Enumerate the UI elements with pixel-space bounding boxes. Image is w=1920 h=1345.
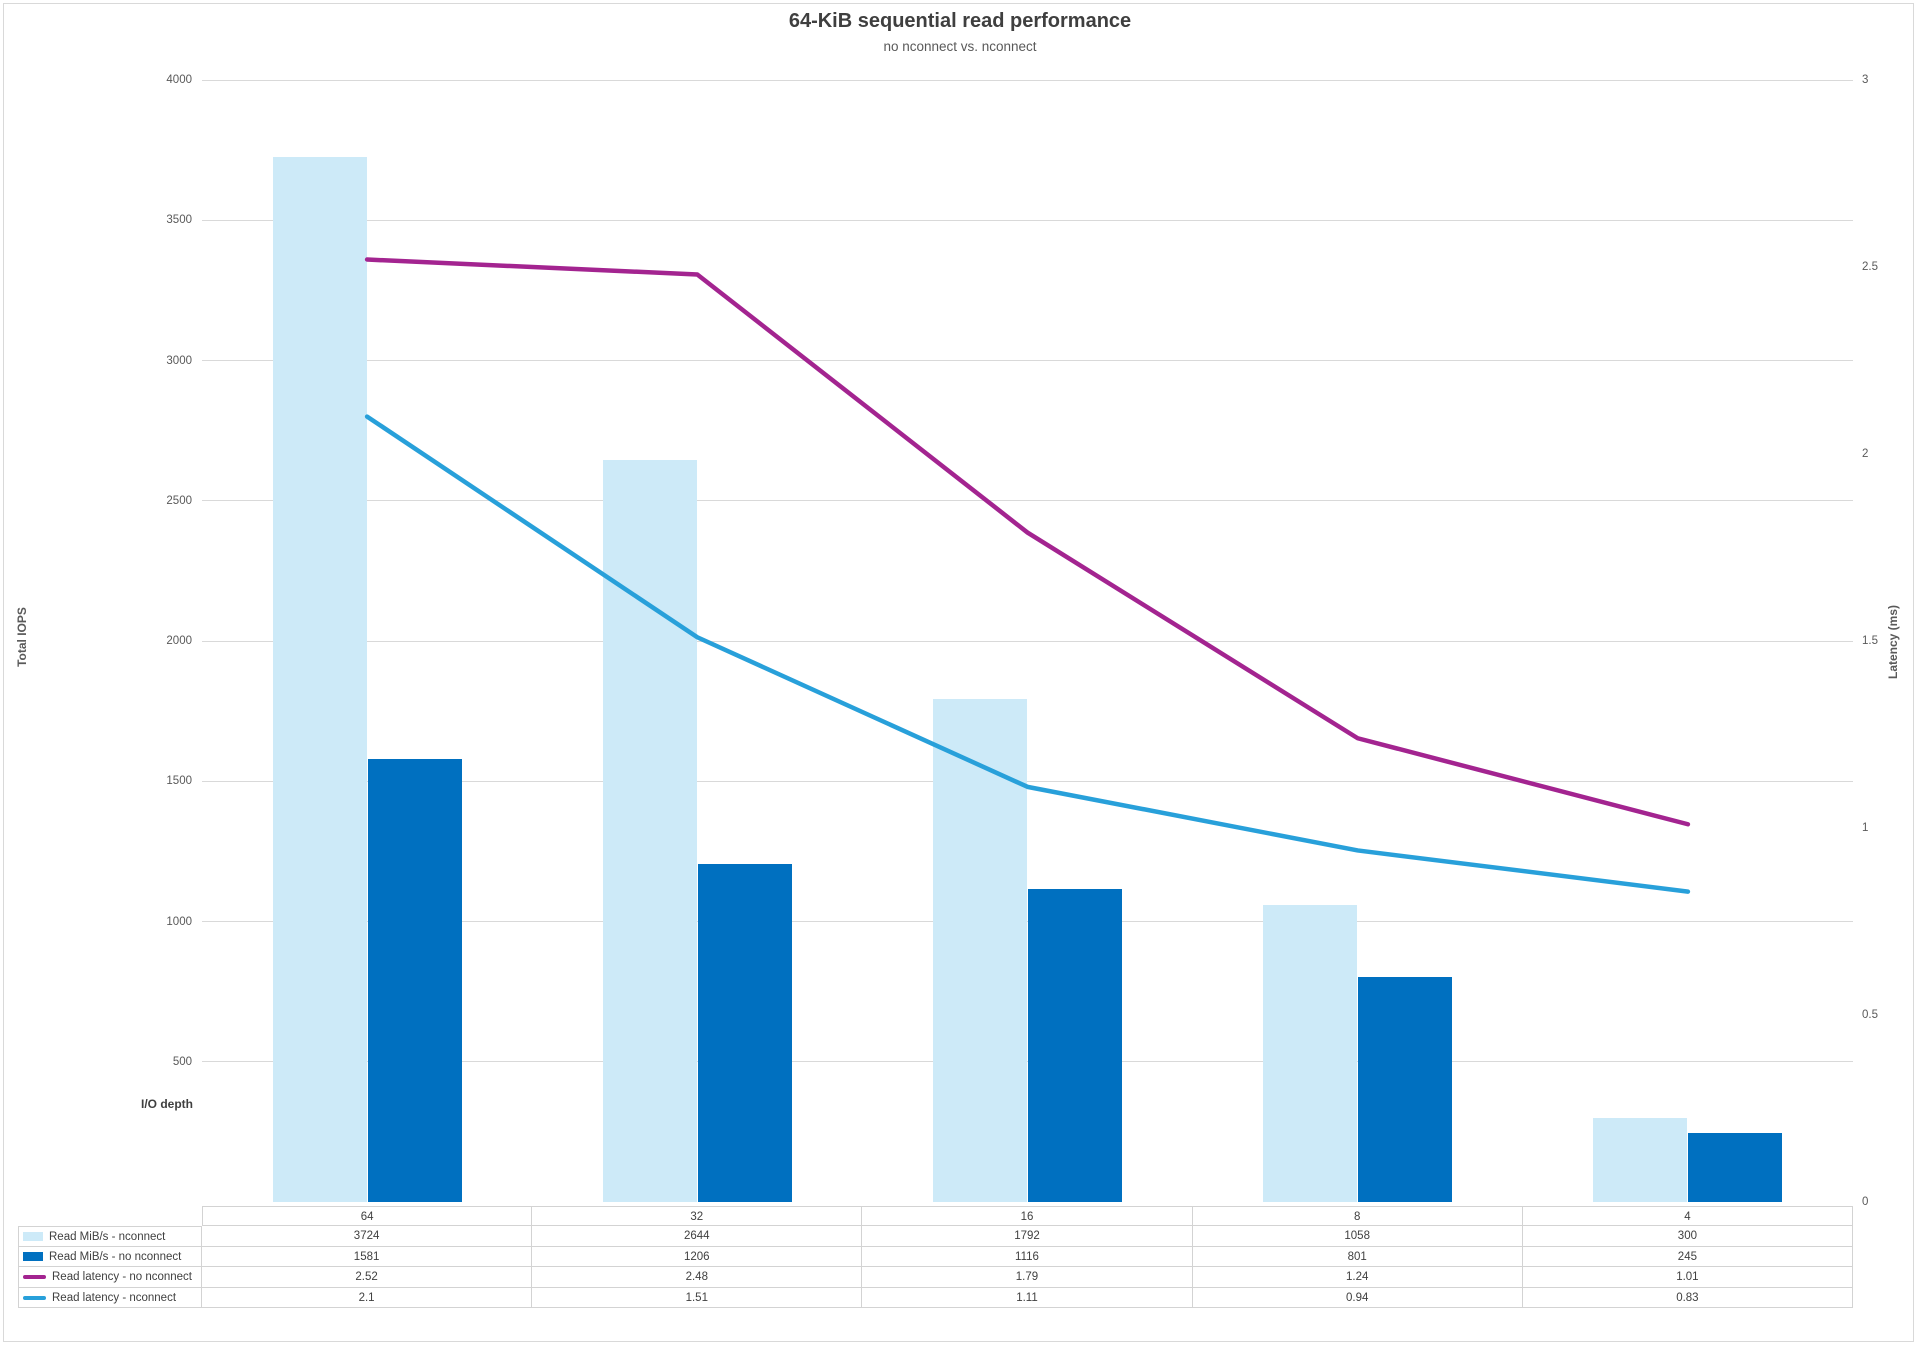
left-axis-tick-label: 2500 xyxy=(166,494,192,507)
table-value-cell: 3724 xyxy=(202,1226,533,1247)
table-value-cell: 2.1 xyxy=(202,1288,533,1308)
bar-read-mib-s-no-nconnect xyxy=(367,758,462,1202)
table-value-cell: 1792 xyxy=(862,1226,1193,1247)
bar-read-mib-s-nconnect xyxy=(1593,1117,1688,1202)
legend-line-swatch xyxy=(23,1295,46,1300)
chart-frame-border xyxy=(3,3,1914,1342)
chart-title: 64-KiB sequential read performance xyxy=(788,10,1132,32)
category-header-cell: 32 xyxy=(532,1206,863,1226)
right-axis-tick-label: 0 xyxy=(1862,1196,1869,1208)
category-header-cell: 16 xyxy=(862,1206,1193,1226)
left-axis-tick-label: 2000 xyxy=(166,635,192,647)
legend-label-cell: Read MiB/s - no nconnect xyxy=(18,1247,202,1267)
gridline xyxy=(202,1061,1853,1063)
left-axis-tick-label: 1500 xyxy=(166,775,192,788)
table-value-cell: 1581 xyxy=(202,1247,533,1267)
table-value-cell: 1206 xyxy=(532,1247,863,1267)
line-read-latency-no-nconnect xyxy=(364,257,1691,827)
series-name-label: Read MiB/s - nconnect xyxy=(49,1230,166,1243)
left-axis-tick-label: 500 xyxy=(172,1055,192,1068)
table-value-cell: 1058 xyxy=(1192,1226,1523,1247)
right-axis-tick-label: 1 xyxy=(1862,822,1869,834)
gridline xyxy=(202,780,1853,782)
table-value-cell: 1116 xyxy=(862,1247,1193,1267)
gridline xyxy=(202,360,1853,361)
gridline xyxy=(202,500,1853,502)
series-name-label: Read latency - no nconnect xyxy=(52,1271,193,1283)
category-header-cell: 8 xyxy=(1192,1206,1523,1226)
table-value-cell: 1.51 xyxy=(532,1288,863,1308)
legend-label-cell: Read latency - no nconnect xyxy=(18,1267,202,1288)
bar-read-mib-s-no-nconnect xyxy=(1688,1133,1783,1202)
x-axis-title: I/O depth xyxy=(141,1097,193,1111)
table-value-cell: 0.83 xyxy=(1522,1288,1853,1308)
bar-read-mib-s-nconnect xyxy=(1263,905,1358,1202)
table-value-cell: 0.94 xyxy=(1192,1288,1523,1308)
legend-line-swatch xyxy=(23,1275,46,1279)
legend-label-cell: Read latency - nconnect xyxy=(18,1288,202,1308)
table-value-cell: 2644 xyxy=(532,1226,863,1247)
legend-bar-swatch xyxy=(23,1252,43,1261)
category-header-cell: 64 xyxy=(202,1206,533,1226)
right-axis-tick-label: 0.5 xyxy=(1862,1009,1878,1021)
right-axis-tick-label: 3 xyxy=(1862,74,1869,86)
left-axis-tick-label: 3500 xyxy=(166,214,192,227)
table-value-cell: 1.24 xyxy=(1192,1267,1523,1288)
left-axis-tick-label: 1000 xyxy=(166,915,192,928)
line-read-latency-nconnect xyxy=(364,414,1691,894)
left-axis-tick-label: 4000 xyxy=(166,74,192,86)
bar-read-mib-s-no-nconnect xyxy=(1358,977,1453,1202)
series-name-label: Read latency - nconnect xyxy=(52,1291,177,1304)
gridline xyxy=(202,219,1853,221)
chart-subtitle: no nconnect vs. nconnect xyxy=(883,39,1037,54)
bar-read-mib-s-no-nconnect xyxy=(1028,888,1122,1202)
series-name-label: Read MiB/s - no nconnect xyxy=(49,1250,182,1263)
table-value-cell: 1.79 xyxy=(862,1267,1193,1288)
gridline xyxy=(202,921,1853,922)
bar-read-mib-s-nconnect xyxy=(933,699,1027,1202)
right-axis-tick-label: 2 xyxy=(1862,448,1869,460)
category-header-cell: 4 xyxy=(1522,1206,1853,1226)
gridline xyxy=(202,79,1853,81)
bar-read-mib-s-nconnect xyxy=(272,157,367,1202)
left-axis-title: Total IOPS xyxy=(15,607,29,667)
table-value-cell: 1.11 xyxy=(862,1288,1193,1308)
table-value-cell: 2.48 xyxy=(532,1267,863,1288)
table-value-cell: 801 xyxy=(1192,1247,1523,1267)
right-axis-tick-label: 1.5 xyxy=(1862,635,1878,647)
legend-bar-swatch xyxy=(23,1232,43,1241)
legend-label-cell: Read MiB/s - nconnect xyxy=(18,1226,202,1247)
left-axis-tick-label: 3000 xyxy=(166,354,192,367)
right-axis-title: Latency (ms) xyxy=(1886,604,1900,680)
right-axis-tick-label: 2.5 xyxy=(1862,261,1878,273)
gridline xyxy=(202,640,1853,642)
table-value-cell: 2.52 xyxy=(202,1267,533,1288)
bar-read-mib-s-no-nconnect xyxy=(697,863,792,1202)
table-value-cell: 300 xyxy=(1522,1226,1853,1247)
table-value-cell: 1.01 xyxy=(1522,1267,1853,1288)
table-value-cell: 245 xyxy=(1522,1247,1853,1267)
